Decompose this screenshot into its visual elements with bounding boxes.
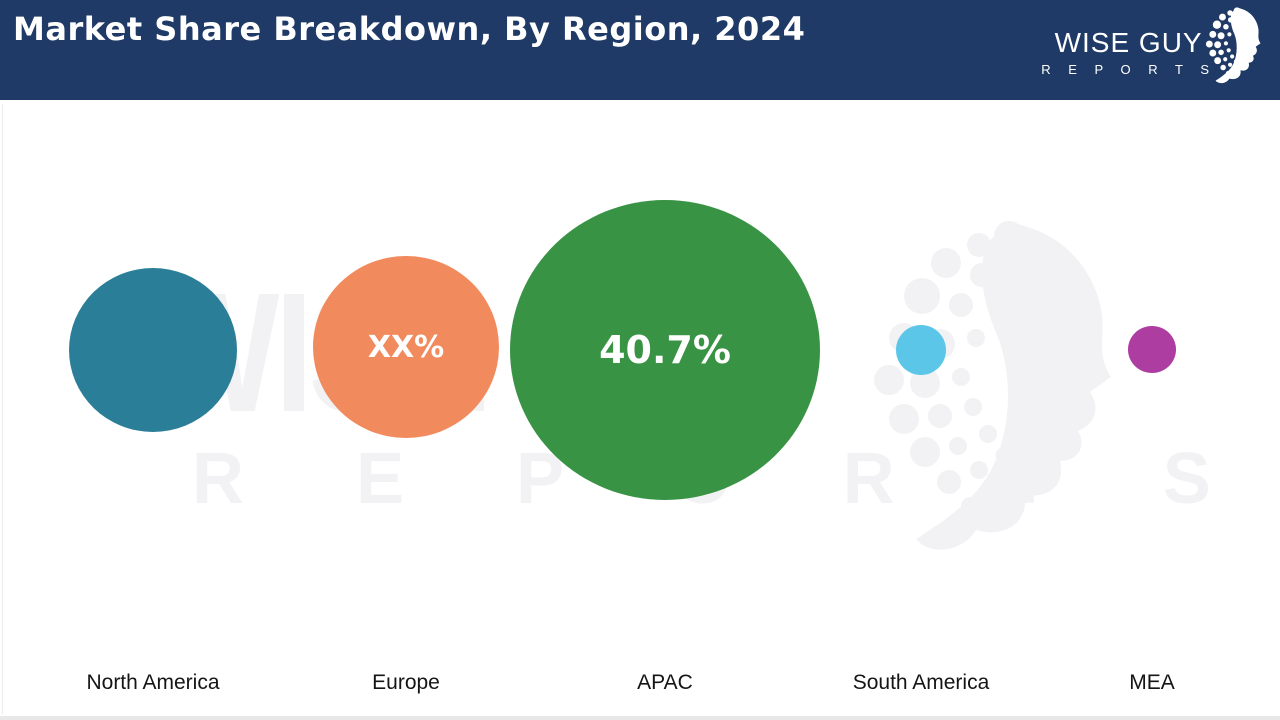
bubble-europe: XX% <box>313 256 499 438</box>
bubble-value-label: 40.7% <box>599 328 731 372</box>
category-label-europe: Europe <box>372 671 440 694</box>
bubble-south-america <box>896 325 946 375</box>
category-label-mea: MEA <box>1129 671 1175 694</box>
bubble-north-america <box>69 268 237 432</box>
brand-name: WISE GUY <box>1054 26 1203 58</box>
bottom-edge <box>0 716 1280 720</box>
page-title: Market Share Breakdown, By Region, 2024 <box>13 10 806 48</box>
brand-subtitle: R E P O R T S <box>1041 61 1216 77</box>
header: Market Share Breakdown, By Region, 2024 … <box>0 0 1280 100</box>
bubble-value-label: XX% <box>367 329 445 365</box>
category-label-south-america: South America <box>852 671 990 694</box>
category-label-north-america: North America <box>86 671 220 694</box>
brand-logo-text: WISE GUY R E P O R T S <box>1041 27 1216 77</box>
brand-head-icon <box>1205 7 1261 84</box>
bubble-apac: 40.7% <box>510 200 820 500</box>
bubble-mea <box>1128 325 1176 373</box>
category-label-apac: APAC <box>637 671 693 694</box>
watermark-head-icon <box>874 221 1111 550</box>
plot-left-border <box>2 104 3 714</box>
brand-logo: WISE GUY R E P O R T S <box>1041 6 1266 89</box>
